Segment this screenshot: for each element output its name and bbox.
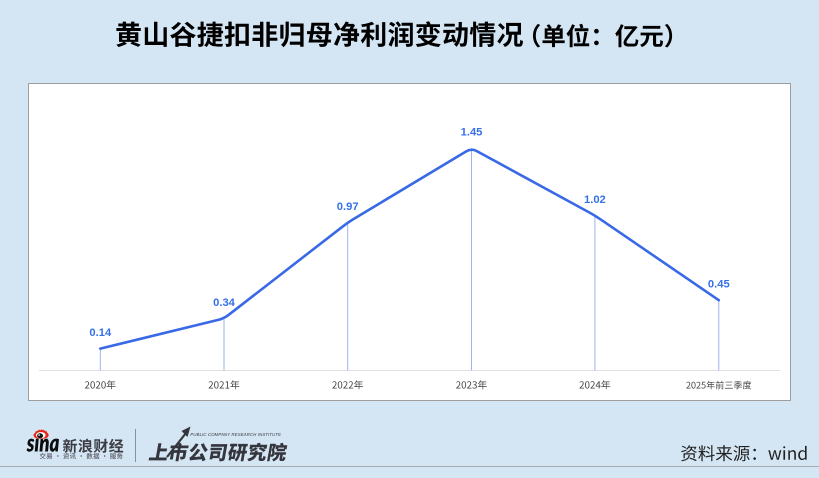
svg-text:1.45: 1.45 [461,127,483,139]
svg-text:0.97: 0.97 [337,201,359,213]
svg-text:0.14: 0.14 [89,327,112,339]
svg-text:1.02: 1.02 [584,194,606,206]
svg-text:0.34: 0.34 [213,297,236,309]
svg-text:0.45: 0.45 [708,279,730,291]
svg-text:PUBLIC COMPANY RESEARCH INSTIT: PUBLIC COMPANY RESEARCH INSTITUTE [190,432,282,437]
